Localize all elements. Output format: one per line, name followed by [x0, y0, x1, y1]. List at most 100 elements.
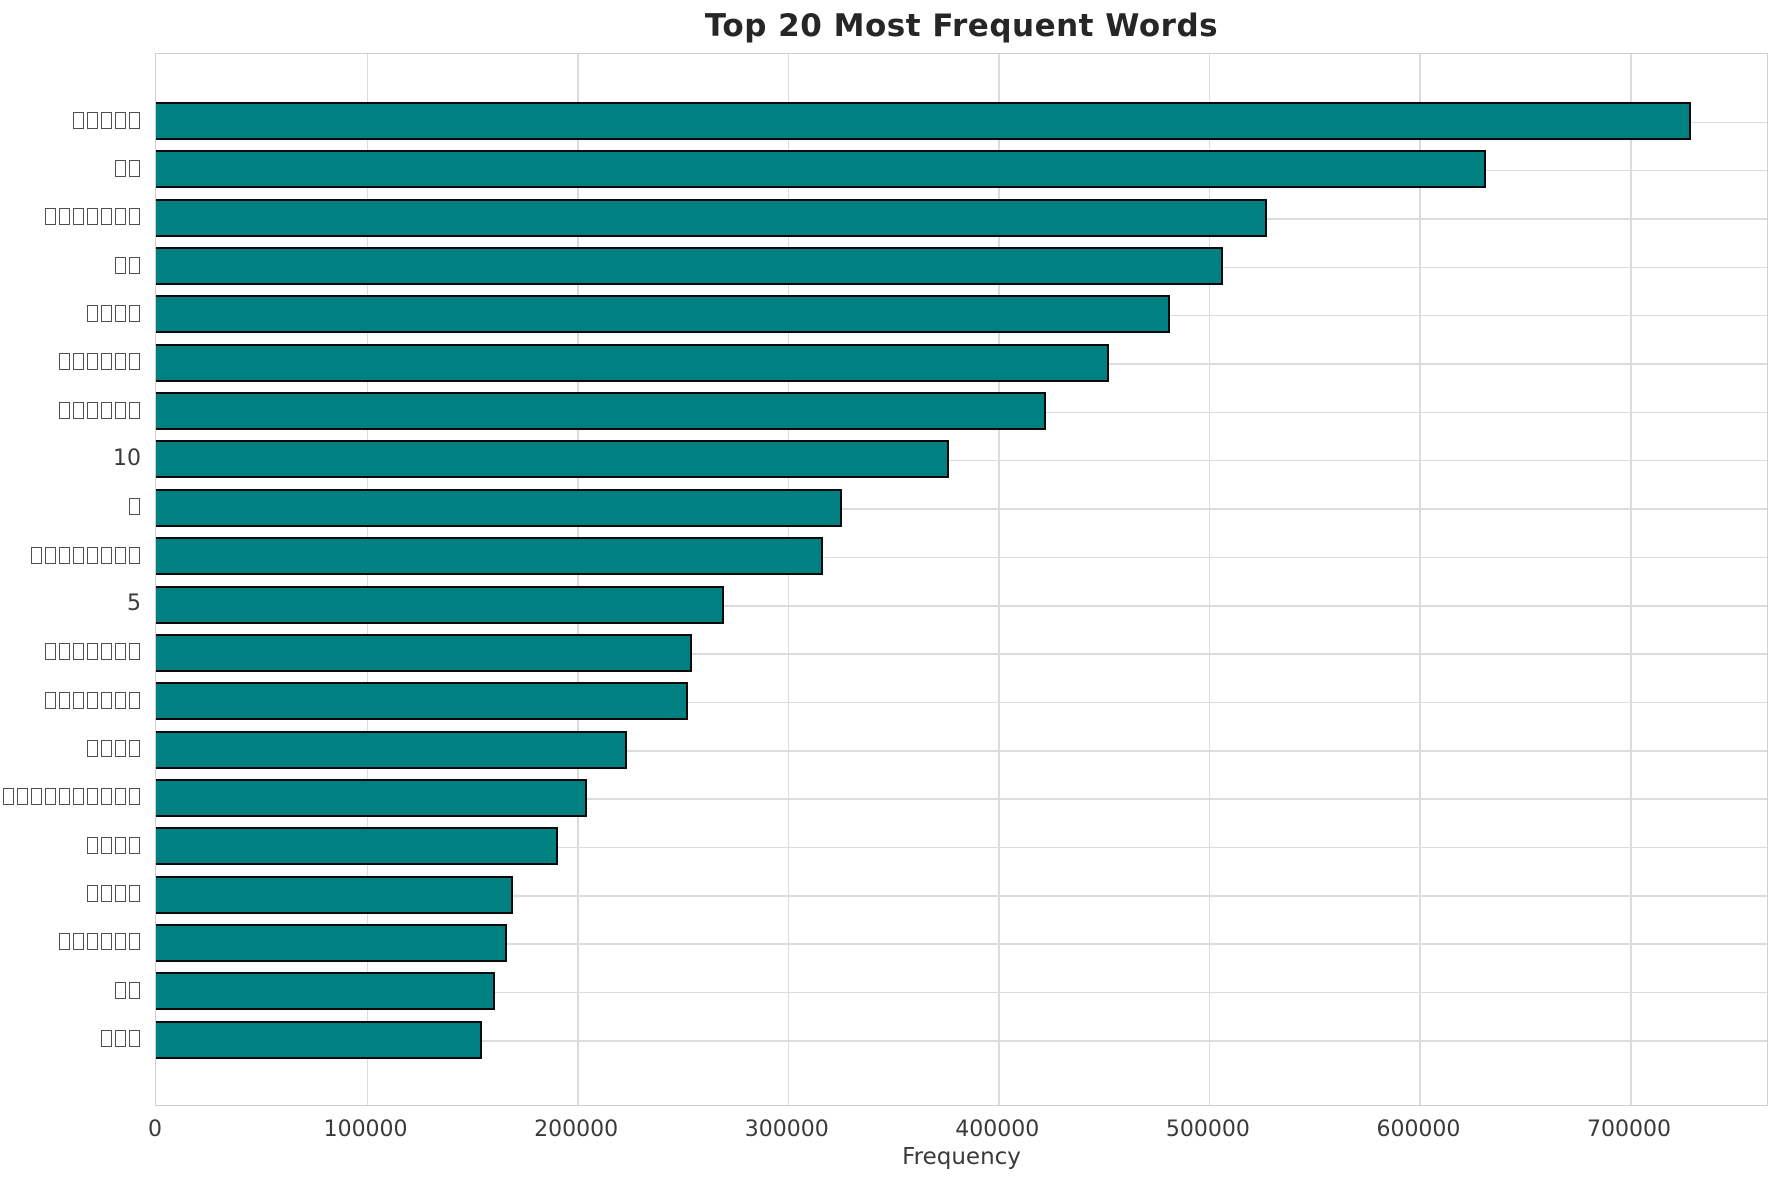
- missing-glyph-box: [128, 691, 140, 709]
- bar: [156, 537, 824, 576]
- missing-glyph-box: [86, 111, 98, 129]
- gridline-vertical: [998, 54, 1000, 1105]
- missing-glyph-box: [86, 304, 98, 322]
- missing-glyph-box: [114, 933, 126, 951]
- gridline-vertical: [577, 54, 579, 1105]
- missing-glyph-box: [114, 546, 126, 564]
- gridline-horizontal: [156, 556, 1767, 559]
- missing-glyph-box: [86, 546, 98, 564]
- missing-glyph-box: [100, 208, 112, 226]
- missing-glyph-box: [128, 546, 140, 564]
- missing-glyph-box: [58, 546, 70, 564]
- y-tick-label: [0, 831, 141, 861]
- missing-glyph-box: [128, 159, 140, 177]
- missing-glyph-box: [128, 401, 140, 419]
- gridline-vertical: [787, 54, 790, 1105]
- missing-glyph-box: [100, 788, 112, 806]
- missing-glyph-box: [114, 1030, 126, 1048]
- gridline-horizontal: [156, 846, 1767, 849]
- bar: [156, 730, 628, 769]
- missing-glyph-box: [30, 546, 42, 564]
- x-tick-label: 300000: [744, 1117, 829, 1142]
- missing-glyph-box: [86, 353, 98, 371]
- missing-glyph-box: [100, 304, 112, 322]
- missing-glyph-box: [114, 401, 126, 419]
- bar: [156, 585, 725, 624]
- missing-glyph-box: [44, 788, 56, 806]
- missing-glyph-box: [100, 643, 112, 661]
- missing-glyph-box: [114, 836, 126, 854]
- missing-glyph-box: [86, 691, 98, 709]
- missing-glyph-box: [114, 691, 126, 709]
- missing-glyph-box: [100, 111, 112, 129]
- bar: [156, 247, 1224, 286]
- missing-glyph-box: [86, 836, 98, 854]
- missing-glyph-box: [72, 933, 84, 951]
- missing-glyph-box: [114, 353, 126, 371]
- x-tick-label: 100000: [323, 1117, 408, 1142]
- y-tick-label: [0, 396, 141, 426]
- missing-glyph-box: [114, 111, 126, 129]
- y-tick-label: [0, 347, 141, 377]
- gridline-horizontal: [156, 459, 1767, 462]
- missing-glyph-box: [100, 740, 112, 758]
- bar: [156, 682, 689, 721]
- missing-glyph-box: [44, 546, 56, 564]
- y-tick-label: [0, 686, 141, 716]
- missing-glyph-box: [2, 788, 14, 806]
- missing-glyph-box: [72, 546, 84, 564]
- missing-glyph-box: [100, 933, 112, 951]
- missing-glyph-box: [128, 256, 140, 274]
- y-tick-label: [0, 637, 141, 667]
- missing-glyph-box: [86, 788, 98, 806]
- y-tick-label: 10: [113, 445, 141, 471]
- missing-glyph-box: [128, 208, 140, 226]
- missing-glyph-box: [100, 353, 112, 371]
- y-tick-label: [0, 492, 141, 522]
- missing-glyph-box: [30, 788, 42, 806]
- missing-glyph-box: [128, 885, 140, 903]
- missing-glyph-box: [128, 643, 140, 661]
- y-tick-label: 5: [127, 591, 141, 616]
- gridline-horizontal: [156, 1040, 1767, 1042]
- bar: [156, 488, 842, 527]
- bar: [156, 827, 558, 866]
- missing-glyph-box: [58, 208, 70, 226]
- gridline-vertical: [1419, 54, 1421, 1105]
- missing-glyph-box: [86, 740, 98, 758]
- gridline-horizontal: [156, 653, 1767, 655]
- missing-glyph-box: [114, 304, 126, 322]
- missing-glyph-box: [114, 643, 126, 661]
- missing-glyph-box: [128, 788, 140, 806]
- bar: [156, 633, 693, 672]
- missing-glyph-box: [114, 208, 126, 226]
- bar: [156, 440, 950, 479]
- gridline-horizontal: [156, 943, 1767, 945]
- gridline-horizontal: [156, 701, 1767, 704]
- y-tick-label: [0, 154, 141, 184]
- gridline-horizontal: [156, 895, 1767, 897]
- y-tick-label: [0, 879, 141, 909]
- missing-glyph-box: [86, 208, 98, 226]
- missing-glyph-box: [128, 304, 140, 322]
- missing-glyph-box: [100, 885, 112, 903]
- y-tick-label: [0, 976, 141, 1006]
- gridline-horizontal: [156, 508, 1767, 510]
- chart-title: Top 20 Most Frequent Words: [704, 8, 1219, 44]
- gridline-horizontal: [156, 991, 1767, 994]
- x-tick-label: 600000: [1376, 1117, 1461, 1142]
- missing-glyph-box: [100, 691, 112, 709]
- missing-glyph-box: [128, 353, 140, 371]
- bar: [156, 150, 1487, 189]
- missing-glyph-box: [100, 546, 112, 564]
- missing-glyph-box: [128, 836, 140, 854]
- y-tick-label: [0, 202, 141, 232]
- bar: [156, 102, 1691, 140]
- bar: [156, 198, 1268, 237]
- y-tick-label: [0, 299, 141, 329]
- missing-glyph-box: [128, 740, 140, 758]
- missing-glyph-box: [86, 885, 98, 903]
- x-axis-label: Frequency: [902, 1144, 1021, 1170]
- bar: [156, 875, 514, 914]
